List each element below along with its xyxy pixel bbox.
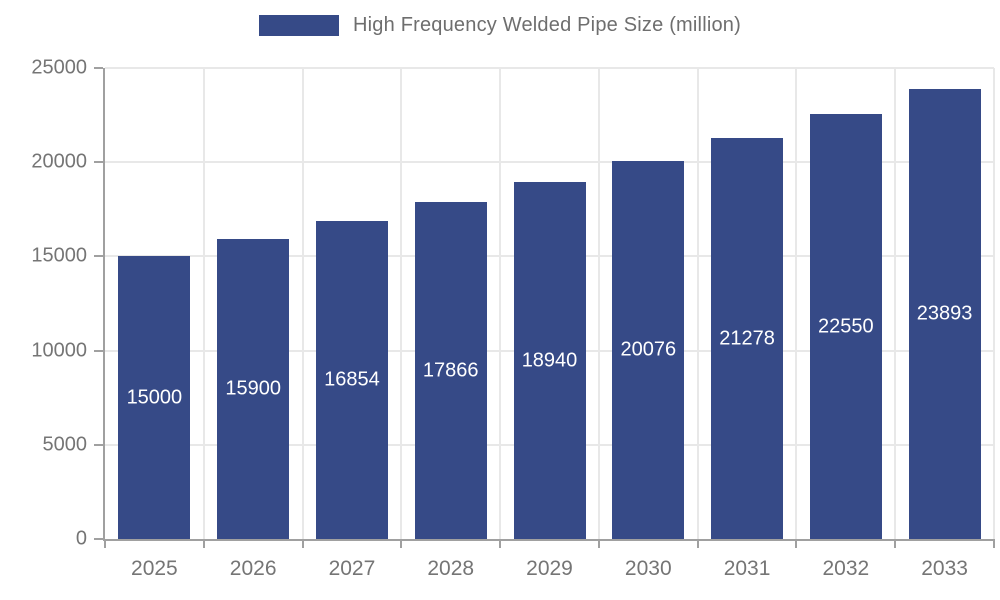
bar[interactable] <box>513 182 586 539</box>
y-axis-tick <box>94 67 103 69</box>
x-axis-tick <box>696 539 699 548</box>
bar-value-label: 15000 <box>126 386 183 409</box>
x-tick-label: 2026 <box>229 557 277 580</box>
y-tick-label: 0 <box>75 527 87 550</box>
bar[interactable] <box>118 256 191 539</box>
bar[interactable] <box>612 160 685 539</box>
x-tick-label: 2027 <box>328 557 376 580</box>
bar[interactable] <box>809 114 882 539</box>
bar[interactable] <box>217 239 290 539</box>
x-axis-tick <box>894 539 897 548</box>
gridline-vertical <box>597 68 600 539</box>
y-axis-tick <box>94 443 103 446</box>
gridline-vertical <box>202 68 205 539</box>
x-tick-label: 2025 <box>131 557 178 580</box>
gridline-horizontal <box>105 161 994 164</box>
x-axis-tick <box>202 539 205 548</box>
gridline-vertical <box>993 68 995 539</box>
y-tick-label: 10000 <box>31 339 87 362</box>
bar[interactable] <box>315 221 388 539</box>
bar-value-label: 16854 <box>324 368 380 391</box>
bar-value-label: 18940 <box>521 349 578 372</box>
bar-value-label: 22550 <box>818 315 874 338</box>
x-tick-label: 2030 <box>624 557 672 580</box>
bar-value-label: 23893 <box>916 302 973 325</box>
gridline-vertical <box>400 68 403 539</box>
y-tick-label: 20000 <box>31 150 87 173</box>
gridline-vertical <box>894 68 897 539</box>
x-axis-tick <box>499 539 502 548</box>
y-axis-tick <box>94 161 103 164</box>
x-tick-label: 2033 <box>921 557 968 580</box>
y-tick-label: 25000 <box>31 56 87 79</box>
gridline-horizontal <box>105 67 994 69</box>
bar-value-label: 15900 <box>225 377 281 400</box>
bar-value-label: 17866 <box>422 359 479 382</box>
x-axis-tick <box>993 539 995 548</box>
bar[interactable] <box>908 88 981 539</box>
gridline-vertical <box>301 68 304 539</box>
bar-value-label: 21278 <box>719 327 775 350</box>
x-tick-label: 2028 <box>427 557 475 580</box>
y-axis-tick <box>94 255 103 258</box>
bar-value-label: 20076 <box>620 338 677 361</box>
legend-label: High Frequency Welded Pipe Size (million… <box>353 14 741 36</box>
bar[interactable] <box>711 138 784 539</box>
legend[interactable]: High Frequency Welded Pipe Size (million… <box>0 14 1000 37</box>
legend-swatch[interactable] <box>259 15 339 36</box>
y-axis-tick <box>94 538 103 540</box>
x-axis-tick <box>400 539 403 548</box>
y-tick-label: 15000 <box>31 244 87 267</box>
x-tick-label: 2032 <box>822 557 870 580</box>
x-axis-tick <box>795 539 798 548</box>
y-axis-tick <box>94 349 103 352</box>
plot-area: 0 5000 10000 15000 20000 25000 15000 2025 15900 2… <box>31 57 995 580</box>
x-axis-tick <box>301 539 304 548</box>
y-tick-label: 5000 <box>42 433 88 456</box>
gridline-vertical <box>696 68 699 539</box>
x-axis-tick <box>104 539 106 548</box>
gridline-vertical <box>499 68 502 539</box>
x-axis-tick <box>597 539 600 548</box>
gridline-vertical <box>795 68 798 539</box>
bar[interactable] <box>414 202 487 539</box>
x-tick-label: 2031 <box>723 557 771 580</box>
x-tick-label: 2029 <box>526 557 573 580</box>
